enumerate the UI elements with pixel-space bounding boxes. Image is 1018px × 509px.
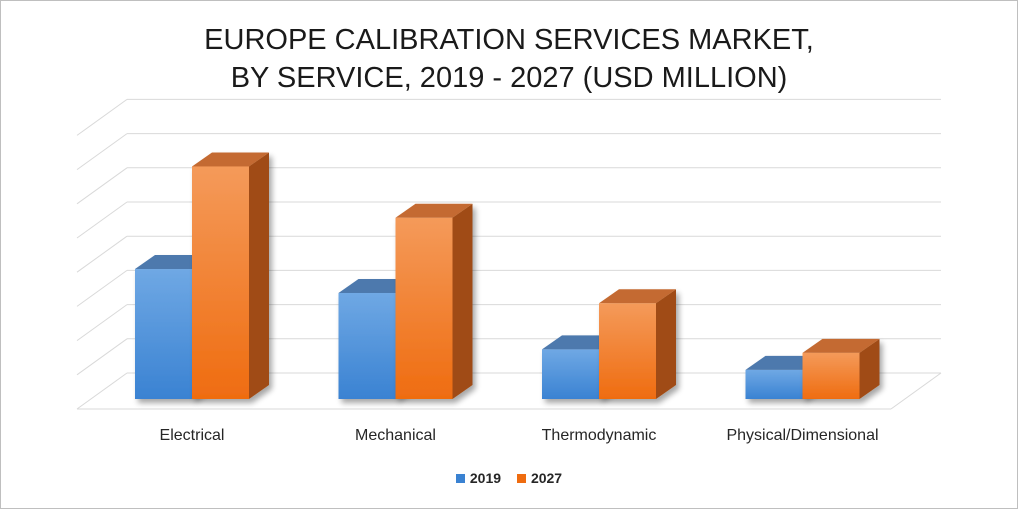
bar-side: [249, 152, 269, 399]
bar-2027-physical-dimensional: [802, 338, 880, 399]
bar-top: [192, 152, 269, 167]
legend-swatch-2027: [516, 474, 526, 483]
bar-2027-thermodynamic: [599, 289, 676, 399]
legend-label-2019: 2019: [469, 470, 502, 486]
gridline-diagonal: [76, 235, 128, 273]
gridline-diagonal: [76, 372, 128, 410]
gridline-diagonal: [76, 167, 128, 205]
bar-top: [802, 338, 880, 353]
bar-front: [745, 369, 803, 399]
legend-swatch-2019: [455, 474, 465, 483]
chart-title-line-1: EUROPE CALIBRATION SERVICES MARKET,: [204, 24, 814, 56]
bar-front: [192, 166, 249, 399]
bar-front: [802, 352, 860, 399]
bar-2027-electrical: [192, 152, 269, 399]
gridline-diagonal: [76, 269, 128, 307]
gridline-diagonal: [76, 133, 128, 171]
legend-item-2019: 2019: [455, 470, 502, 486]
chart-title: EUROPE CALIBRATION SERVICES MARKET, BY S…: [1, 21, 1017, 97]
bar-2027-mechanical: [395, 203, 473, 399]
gridline-diagonal: [76, 98, 128, 136]
gridline-diagonal: [76, 338, 128, 376]
category-labels: Electrical Mechanical Thermodynamic Physica…: [160, 427, 879, 444]
category-label: Mechanical: [355, 427, 436, 444]
bar-front: [542, 349, 599, 399]
legend-label-2027: 2027: [530, 470, 563, 486]
bar-side: [656, 289, 676, 399]
bar-side: [859, 338, 880, 399]
legend: 2019 2027: [1, 470, 1017, 486]
category-label: Electrical: [160, 427, 225, 444]
bar-top: [599, 289, 676, 304]
gridline-diagonal: [76, 304, 128, 342]
legend-item-2027: 2027: [516, 470, 563, 486]
gridline-diagonal: [76, 201, 128, 239]
bar-front: [599, 303, 656, 399]
bar-front: [135, 269, 192, 399]
bar-top: [395, 203, 473, 218]
bar-front: [395, 217, 453, 399]
bar-side: [452, 203, 473, 399]
category-label: Thermodynamic: [542, 427, 657, 444]
chart-title-line-2: BY SERVICE, 2019 - 2027 (USD MILLION): [230, 62, 788, 94]
floor-right-edge: [890, 372, 942, 410]
bar-front: [338, 292, 396, 399]
category-label: Physical/Dimensional: [726, 427, 878, 444]
bar-layer: [135, 152, 880, 399]
